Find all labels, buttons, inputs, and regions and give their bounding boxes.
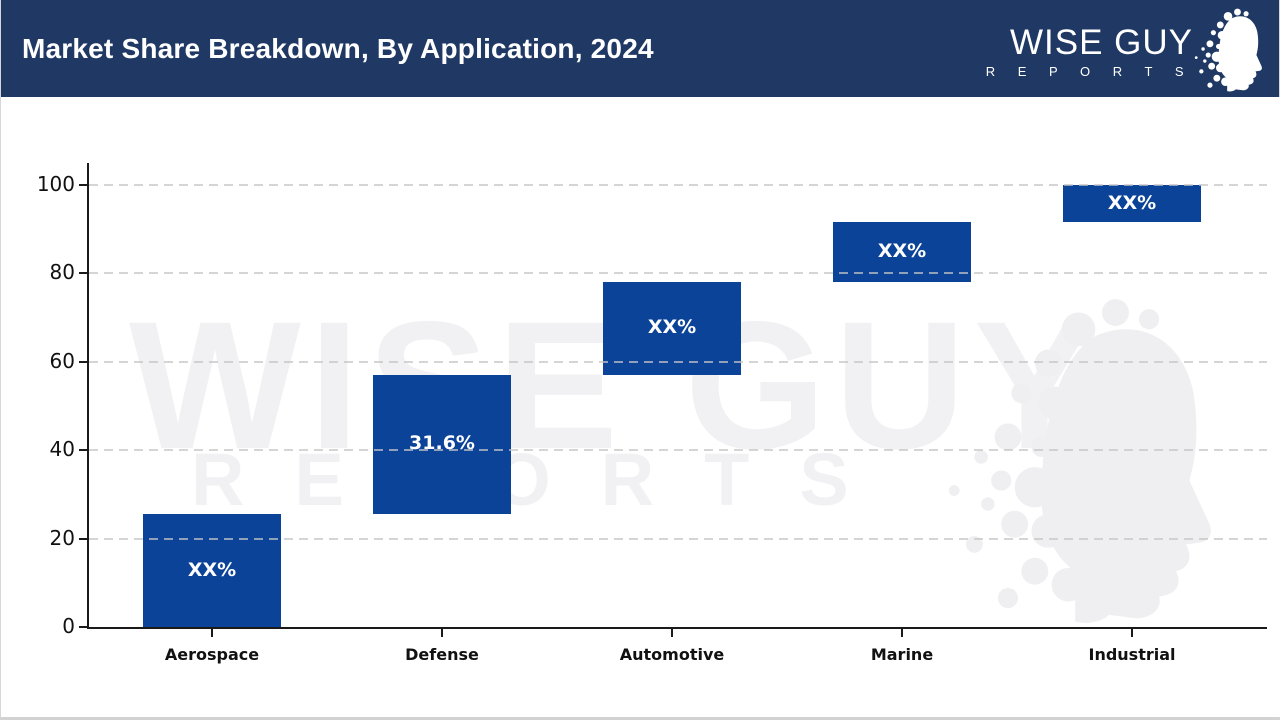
x-tick-label-defense: Defense	[405, 645, 479, 664]
bar-value-label: XX%	[877, 240, 927, 263]
y-tick-mark	[79, 184, 87, 187]
plot-area: XX% 31.6% XX% XX% XX% 0 20 40 60 80 100 Aerospace D…	[37, 163, 1267, 664]
x-tick-mark	[441, 629, 443, 637]
x-tick-mark	[671, 629, 673, 637]
gridline	[89, 537, 1267, 540]
bar-marine: XX%	[833, 222, 971, 282]
y-tick-label: 40	[49, 437, 75, 462]
bar-automotive: XX%	[603, 281, 741, 375]
bar-value-label: XX%	[647, 316, 697, 339]
y-tick-mark	[79, 537, 87, 540]
x-tick-label-marine: Marine	[870, 645, 934, 664]
y-tick-mark	[79, 272, 87, 275]
gridline	[89, 272, 1267, 275]
x-axis	[87, 627, 1267, 629]
y-tick-mark	[79, 626, 87, 628]
bar-defense: 31.6%	[373, 374, 511, 515]
y-tick-mark	[79, 449, 87, 452]
x-tick-mark	[211, 629, 213, 637]
y-tick-label: 60	[49, 348, 75, 373]
page-title: Market Share Breakdown, By Application, …	[22, 32, 654, 64]
brand-name: WISE GUY	[1009, 23, 1193, 63]
bar-value-label: XX%	[1107, 191, 1157, 214]
bar-aerospace: XX%	[143, 514, 281, 627]
brand-logo: WISE GUY R E P O R T S	[986, 6, 1265, 92]
x-tick-label-automotive: Automotive	[619, 645, 725, 664]
brand-face-icon	[1194, 8, 1262, 92]
x-tick-label-industrial: Industrial	[1088, 645, 1176, 664]
y-tick-label: 100	[36, 172, 75, 197]
x-tick-mark	[901, 629, 903, 637]
brand-logo-text: WISE GUY R E P O R T S	[985, 23, 1193, 79]
y-tick-label: 0	[62, 614, 75, 638]
bar-value-label: XX%	[187, 558, 237, 581]
bar-industrial: XX%	[1063, 185, 1201, 223]
brand-subtitle: R E P O R T S	[985, 63, 1193, 79]
x-tick-mark	[1131, 629, 1133, 637]
gridline	[89, 184, 1267, 187]
y-tick-mark	[79, 360, 87, 363]
gridline	[89, 449, 1267, 452]
header: Market Share Breakdown, By Application, …	[1, 0, 1279, 97]
y-tick-label: 20	[49, 525, 75, 550]
y-tick-label: 80	[49, 260, 75, 285]
chart: WISE GUY REPORTS XX% 31.6%	[1, 97, 1280, 717]
x-tick-label-aerospace: Aerospace	[164, 645, 260, 664]
y-axis	[87, 163, 89, 629]
bar-value-label: 31.6%	[409, 432, 475, 455]
gridline	[89, 360, 1267, 363]
